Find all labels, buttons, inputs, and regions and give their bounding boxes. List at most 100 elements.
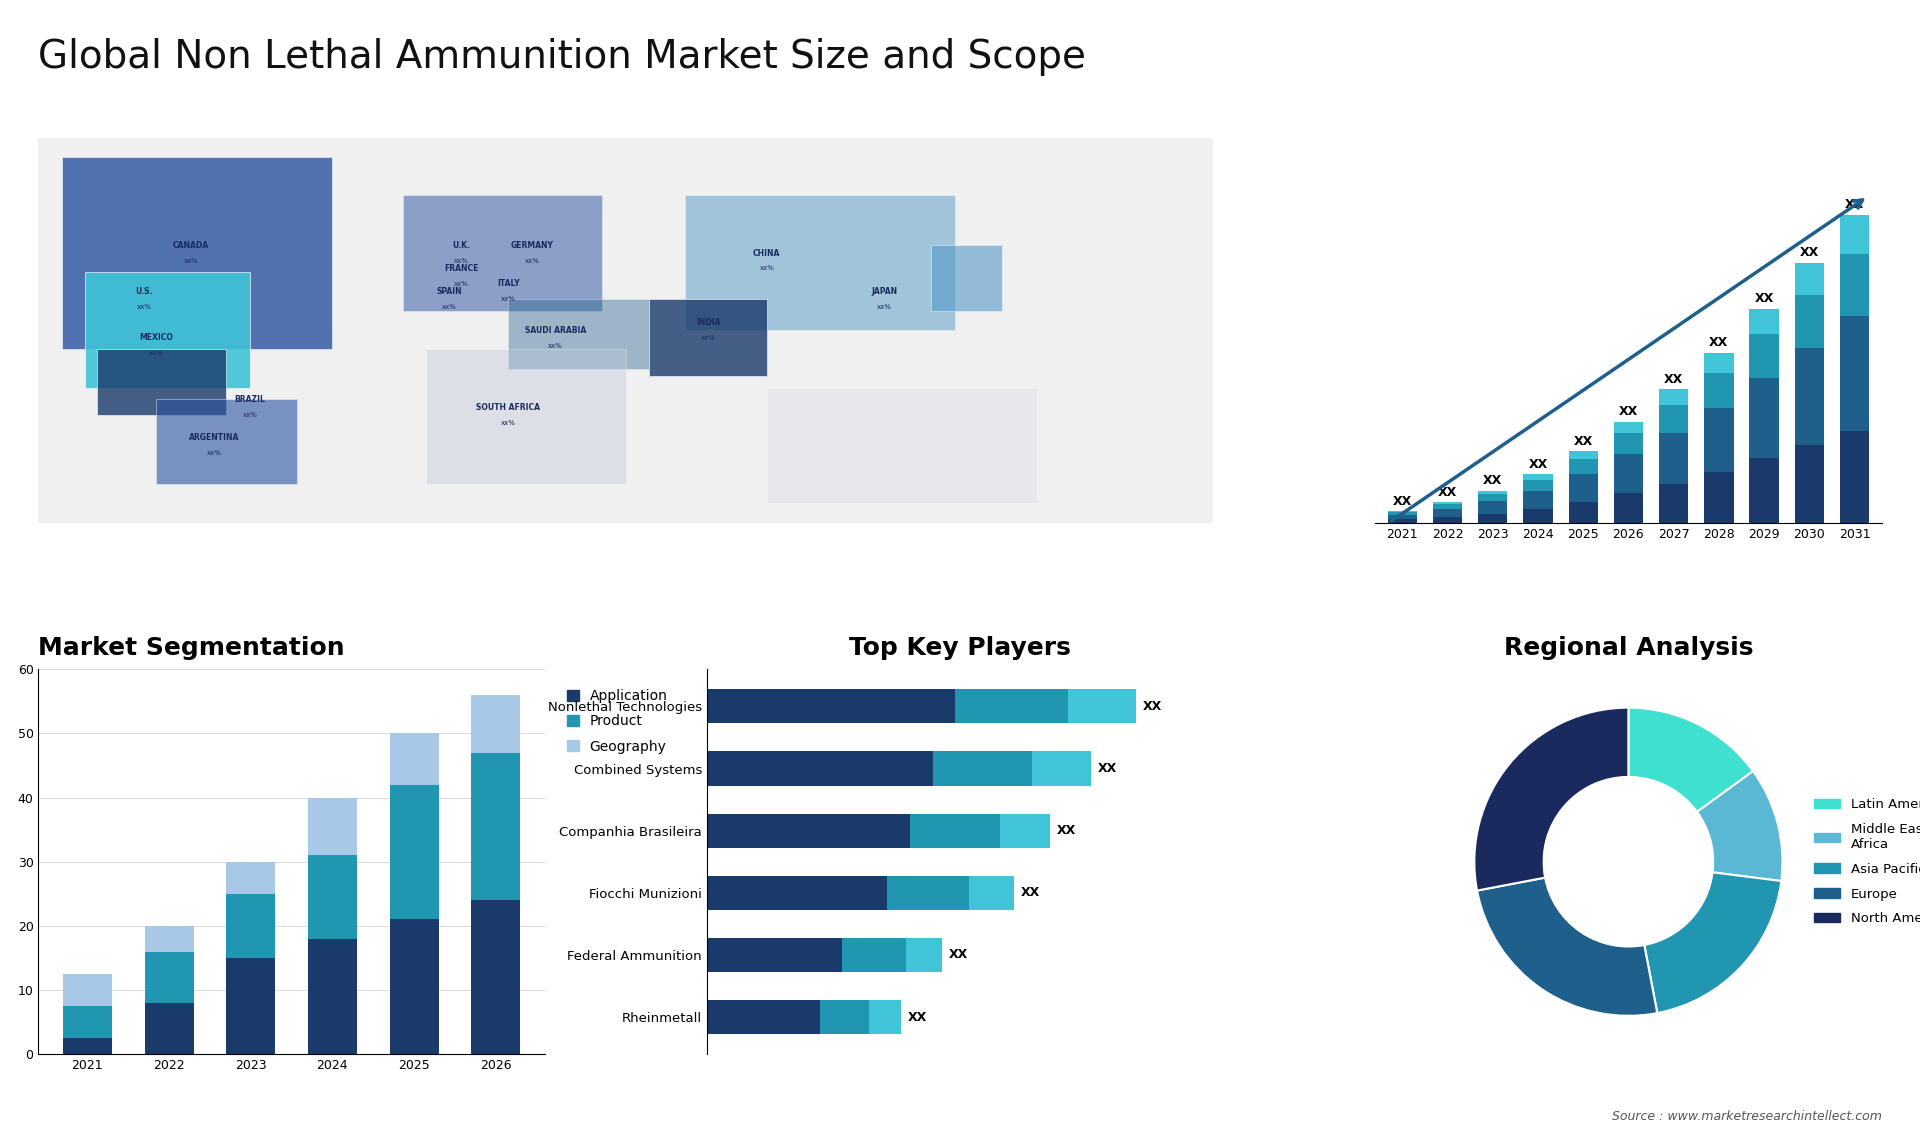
Polygon shape [98, 350, 227, 415]
Bar [887, 876, 970, 910]
Bar [707, 814, 910, 848]
Bar [1388, 519, 1417, 523]
Bar [63, 1038, 111, 1054]
Bar [63, 1006, 111, 1038]
Bar [1659, 433, 1688, 484]
Wedge shape [1644, 872, 1782, 1013]
Bar [1749, 309, 1778, 335]
Bar [1569, 502, 1597, 523]
Text: XX: XX [1021, 886, 1041, 900]
Bar [1068, 689, 1137, 723]
Text: xx%: xx% [442, 304, 457, 311]
Bar [1478, 490, 1507, 494]
Text: XX: XX [1755, 292, 1774, 305]
Text: xx%: xx% [136, 304, 152, 311]
Text: xx%: xx% [758, 266, 774, 272]
Bar [1749, 335, 1778, 378]
Bar [1523, 490, 1553, 509]
Bar [1432, 502, 1463, 504]
Bar [390, 785, 438, 919]
Polygon shape [38, 138, 1213, 523]
Polygon shape [766, 387, 1037, 503]
Bar [1569, 452, 1597, 460]
Bar [1000, 814, 1050, 848]
Bar [1523, 509, 1553, 523]
Polygon shape [649, 299, 766, 376]
Text: XX: XX [1392, 495, 1411, 508]
Text: XX: XX [1142, 700, 1162, 713]
Bar [1432, 517, 1463, 523]
Wedge shape [1475, 707, 1628, 890]
Polygon shape [84, 273, 250, 387]
Bar [1705, 408, 1734, 472]
Text: xx%: xx% [242, 411, 257, 418]
Text: XX: XX [1709, 336, 1728, 350]
Bar [1839, 253, 1870, 316]
Polygon shape [403, 195, 603, 311]
Bar [707, 876, 887, 910]
Bar [910, 814, 1000, 848]
Legend: Application, Product, Geography: Application, Product, Geography [563, 684, 674, 759]
Text: xx%: xx% [547, 343, 563, 348]
Bar [307, 798, 357, 855]
Text: XX: XX [1098, 762, 1117, 775]
Bar [870, 1000, 900, 1034]
Bar [1659, 406, 1688, 433]
Bar [1839, 316, 1870, 431]
Bar [820, 1000, 870, 1034]
Bar [1478, 494, 1507, 501]
Text: JAPAN: JAPAN [872, 288, 897, 296]
Polygon shape [509, 299, 649, 369]
Bar [906, 937, 941, 972]
Text: XX: XX [908, 1011, 927, 1023]
Bar [1705, 353, 1734, 374]
Text: XX: XX [1665, 372, 1684, 386]
Bar [144, 926, 194, 951]
Bar [1839, 431, 1870, 523]
Text: XX: XX [1845, 198, 1864, 211]
Text: Market Segmentation: Market Segmentation [38, 636, 346, 660]
Bar [970, 876, 1014, 910]
Bar [1432, 509, 1463, 517]
Bar [707, 752, 933, 786]
Text: GERMANY: GERMANY [511, 241, 553, 250]
Text: U.K.: U.K. [453, 241, 470, 250]
Bar [470, 753, 520, 901]
Text: INDIA: INDIA [695, 317, 720, 327]
Bar [707, 1000, 820, 1034]
Bar [1795, 262, 1824, 295]
Polygon shape [61, 157, 332, 350]
Bar [1569, 474, 1597, 502]
Text: BRAZIL: BRAZIL [234, 395, 265, 403]
Text: XX: XX [1438, 486, 1457, 499]
Text: xx%: xx% [148, 351, 163, 356]
Bar [1659, 484, 1688, 523]
Bar [1388, 512, 1417, 515]
Polygon shape [685, 195, 954, 330]
Text: MEXICO: MEXICO [138, 333, 173, 343]
Circle shape [1544, 777, 1713, 947]
Bar [956, 689, 1068, 723]
Bar [1839, 214, 1870, 253]
Bar [707, 937, 843, 972]
Title: Regional Analysis: Regional Analysis [1503, 636, 1753, 660]
Bar [1613, 433, 1644, 454]
Bar [1478, 513, 1507, 523]
Text: FRANCE: FRANCE [444, 264, 478, 273]
Text: U.S.: U.S. [136, 288, 154, 296]
Title: Top Key Players: Top Key Players [849, 636, 1071, 660]
Bar [227, 958, 275, 1054]
Bar [1613, 422, 1644, 433]
Text: ITALY: ITALY [497, 280, 520, 289]
Text: XX: XX [948, 949, 968, 961]
Bar [933, 752, 1033, 786]
Bar [1388, 515, 1417, 519]
Text: SOUTH AFRICA: SOUTH AFRICA [476, 402, 540, 411]
Bar [1388, 511, 1417, 512]
Text: XX: XX [1799, 246, 1818, 259]
Bar [1659, 390, 1688, 406]
Bar [470, 694, 520, 753]
Bar [1795, 348, 1824, 445]
Text: XX: XX [1056, 824, 1075, 837]
Bar [1478, 501, 1507, 513]
